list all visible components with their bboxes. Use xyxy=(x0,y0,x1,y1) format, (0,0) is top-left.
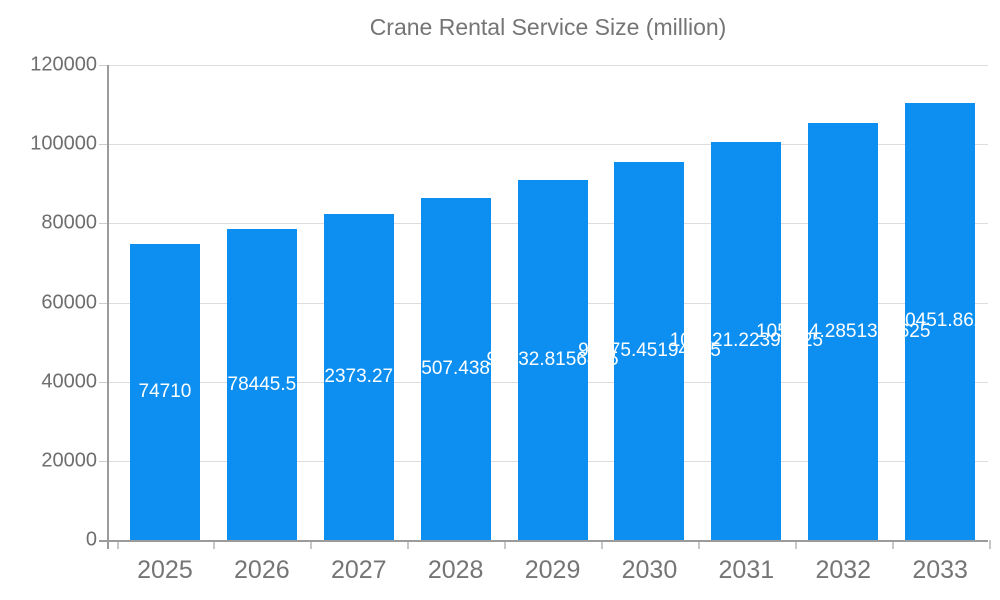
x-axis-tick-label: 2027 xyxy=(330,556,387,584)
bar-value-label: 105224.2851300625 xyxy=(756,320,931,342)
bar-2025[interactable] xyxy=(129,244,200,540)
x-axis-line xyxy=(99,540,988,542)
y-tick xyxy=(99,223,107,224)
bar-value-label: 100421.22393625 xyxy=(669,330,823,352)
bar-2026[interactable] xyxy=(226,229,297,540)
y-axis-tick-label: 0 xyxy=(85,528,97,551)
bar-value-label: 110451.8625 xyxy=(885,310,995,332)
y-tick xyxy=(99,65,107,66)
y-tick xyxy=(99,382,107,383)
x-tick xyxy=(891,540,894,549)
y-tick xyxy=(99,144,107,145)
x-axis-tick-label: 2029 xyxy=(524,556,581,584)
bar-value-label: 74710 xyxy=(138,381,192,403)
gridline xyxy=(107,144,988,145)
bar-2030[interactable] xyxy=(614,162,685,540)
y-tick xyxy=(99,303,107,304)
gridline xyxy=(107,65,988,66)
x-tick xyxy=(116,540,119,549)
x-tick xyxy=(988,540,991,549)
x-axis-tick-label: 2028 xyxy=(427,556,484,584)
y-axis-tick-label: 20000 xyxy=(41,449,97,472)
chart-legend[interactable]: Crane Rental Service Size (million) xyxy=(0,14,1000,41)
x-tick xyxy=(310,540,313,549)
legend-label: Crane Rental Service Size (million) xyxy=(369,14,727,40)
x-axis-tick-label: 2025 xyxy=(137,556,193,584)
x-tick xyxy=(601,540,603,549)
x-tick xyxy=(697,540,700,549)
y-axis-tick-label: 100000 xyxy=(30,132,97,155)
x-tick xyxy=(504,540,507,549)
bar-2027[interactable] xyxy=(323,213,394,540)
bar-value-label: 86507.43875 xyxy=(400,357,512,379)
y-axis-line xyxy=(107,65,109,549)
bar-value-label: 90832.8156875 xyxy=(486,349,619,371)
x-tick xyxy=(794,540,797,549)
y-axis-tick-label: 60000 xyxy=(41,291,97,314)
bar-2031[interactable] xyxy=(711,142,782,540)
bar-value-label: 78445.5 xyxy=(227,373,297,395)
bar-2032[interactable] xyxy=(808,123,879,540)
x-axis-tick-label: 2032 xyxy=(815,556,872,584)
bar-2029[interactable] xyxy=(517,180,588,540)
y-axis-tick-label: 40000 xyxy=(41,370,97,393)
bar-2033[interactable] xyxy=(905,102,976,540)
x-tick xyxy=(213,540,216,549)
x-axis-tick-label: 2030 xyxy=(621,556,678,584)
x-axis-tick-label: 2031 xyxy=(718,556,775,584)
bar-value-label: 95375.45194625 xyxy=(578,340,721,362)
x-tick xyxy=(407,540,410,549)
bar-value-label: 82373.275 xyxy=(313,365,404,387)
x-axis-tick-label: 2033 xyxy=(912,556,968,584)
y-tick xyxy=(99,461,107,462)
y-axis-tick-label: 80000 xyxy=(41,211,97,234)
y-axis-tick-label: 120000 xyxy=(30,53,97,76)
x-axis-tick-label: 2026 xyxy=(234,556,290,584)
bar-2028[interactable] xyxy=(420,197,491,540)
